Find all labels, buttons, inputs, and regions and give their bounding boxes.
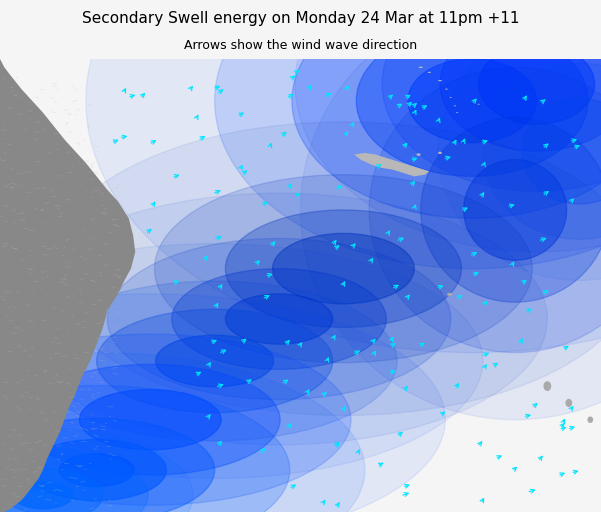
Ellipse shape [438,22,601,281]
Ellipse shape [0,448,148,512]
Ellipse shape [421,118,601,302]
Ellipse shape [0,418,215,512]
Ellipse shape [0,386,290,512]
Ellipse shape [0,468,103,512]
Ellipse shape [522,98,601,204]
Ellipse shape [0,353,365,512]
Ellipse shape [448,293,451,295]
Ellipse shape [215,0,601,269]
Ellipse shape [544,382,551,390]
Ellipse shape [225,294,333,344]
Ellipse shape [566,399,572,407]
Ellipse shape [79,390,221,450]
Ellipse shape [0,294,445,512]
Ellipse shape [300,0,601,420]
Ellipse shape [450,97,452,98]
Ellipse shape [154,175,532,362]
Ellipse shape [20,365,280,475]
Ellipse shape [86,0,601,353]
Text: Arrows show the wind wave direction: Arrows show the wind wave direction [184,39,417,52]
Ellipse shape [463,160,567,260]
Ellipse shape [478,44,594,124]
Ellipse shape [0,334,351,505]
Ellipse shape [13,482,73,508]
Ellipse shape [369,67,601,353]
Ellipse shape [382,0,601,191]
Ellipse shape [438,80,442,81]
Ellipse shape [356,25,588,176]
Ellipse shape [428,72,431,73]
Ellipse shape [273,233,414,304]
Ellipse shape [27,439,166,501]
Polygon shape [0,59,135,512]
Ellipse shape [417,154,420,155]
Ellipse shape [456,112,458,113]
Ellipse shape [588,417,593,422]
Ellipse shape [0,428,193,512]
Ellipse shape [0,244,483,478]
Polygon shape [354,153,429,176]
Ellipse shape [48,122,601,416]
Ellipse shape [108,239,451,399]
Ellipse shape [156,335,273,387]
Ellipse shape [440,17,601,151]
Ellipse shape [292,0,601,218]
Ellipse shape [59,454,134,486]
Ellipse shape [445,89,448,90]
Ellipse shape [483,63,601,239]
Ellipse shape [295,0,601,252]
Ellipse shape [408,59,537,143]
Ellipse shape [454,105,456,106]
Ellipse shape [172,269,386,369]
Ellipse shape [225,210,462,327]
Text: Secondary Swell energy on Monday 24 Mar at 11pm +11: Secondary Swell energy on Monday 24 Mar … [82,11,519,26]
Ellipse shape [418,67,423,68]
Ellipse shape [32,281,397,441]
Ellipse shape [97,309,333,413]
Ellipse shape [439,153,441,154]
Ellipse shape [11,193,548,445]
